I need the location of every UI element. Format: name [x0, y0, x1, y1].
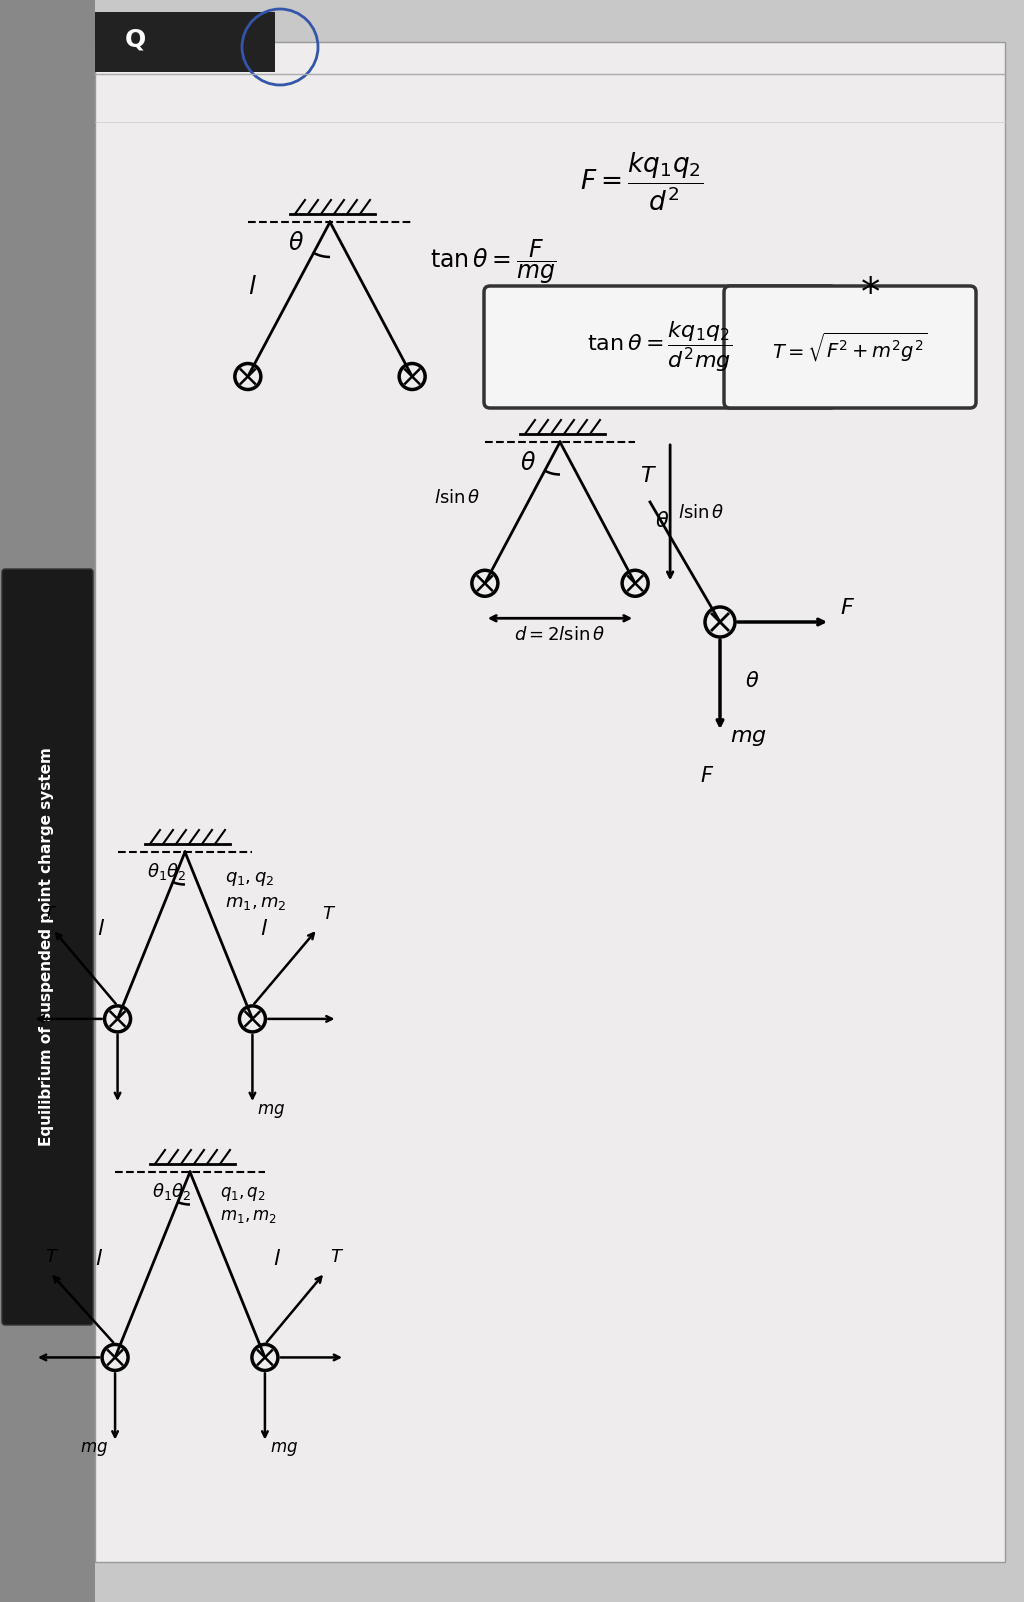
Text: $\theta$: $\theta$: [745, 671, 760, 690]
Text: $l$: $l$: [260, 920, 268, 939]
Text: $d = 2l\sin\theta$: $d = 2l\sin\theta$: [514, 626, 605, 644]
Bar: [95, 42, 1005, 1562]
Text: $F$: $F$: [840, 598, 855, 618]
Text: $T$: $T$: [323, 905, 337, 923]
Text: $m_1, m_2$: $m_1, m_2$: [225, 894, 287, 912]
Text: $T$: $T$: [45, 1248, 59, 1267]
Text: $\tan\theta = \dfrac{F}{mg}$: $\tan\theta = \dfrac{F}{mg}$: [430, 237, 556, 287]
Text: $F = \dfrac{kq_1q_2}{d^2}$: $F = \dfrac{kq_1q_2}{d^2}$: [580, 151, 703, 213]
Text: Q: Q: [124, 27, 145, 51]
Text: $\theta$: $\theta$: [520, 452, 536, 476]
Text: $\tan\theta = \dfrac{kq_1q_2}{d^2 mg}$: $\tan\theta = \dfrac{kq_1q_2}{d^2 mg}$: [588, 320, 732, 375]
Text: $l\sin\theta$: $l\sin\theta$: [433, 489, 480, 506]
Text: Equilibrium of suspended point charge system: Equilibrium of suspended point charge sy…: [40, 748, 54, 1147]
Bar: [0, 0, 95, 1602]
FancyBboxPatch shape: [2, 569, 93, 1325]
Text: $l$: $l$: [97, 920, 105, 939]
Text: $mg$: $mg$: [730, 727, 767, 748]
Text: $\theta_1\theta_2$: $\theta_1\theta_2$: [147, 860, 186, 883]
Text: $q_1, q_2$: $q_1, q_2$: [225, 870, 274, 888]
Text: $q_1, q_2$: $q_1, q_2$: [220, 1185, 266, 1203]
Text: $\theta$: $\theta$: [288, 231, 304, 255]
Text: $*$: $*$: [860, 272, 880, 311]
Text: $l$: $l$: [248, 276, 257, 300]
FancyBboxPatch shape: [724, 287, 976, 409]
Text: $m_1, m_2$: $m_1, m_2$: [220, 1206, 278, 1226]
Text: $l$: $l$: [273, 1248, 281, 1269]
Text: $l\sin\theta$: $l\sin\theta$: [678, 503, 725, 522]
Text: $\theta$: $\theta$: [655, 511, 670, 530]
Text: $l$: $l$: [95, 1248, 103, 1269]
Text: $mg$: $mg$: [270, 1440, 298, 1458]
Text: $mg$: $mg$: [80, 1440, 109, 1458]
Text: $T$: $T$: [640, 466, 657, 485]
FancyBboxPatch shape: [484, 287, 836, 409]
Text: $\theta_1\theta_2$: $\theta_1\theta_2$: [152, 1181, 191, 1202]
Text: $T = \sqrt{F^2 + m^2g^2}$: $T = \sqrt{F^2 + m^2g^2}$: [772, 330, 928, 364]
Bar: [95, 11, 275, 72]
Text: $T$: $T$: [43, 905, 56, 923]
Text: $F$: $F$: [700, 766, 715, 787]
Text: $T$: $T$: [330, 1248, 344, 1267]
Text: $mg$: $mg$: [257, 1102, 286, 1120]
